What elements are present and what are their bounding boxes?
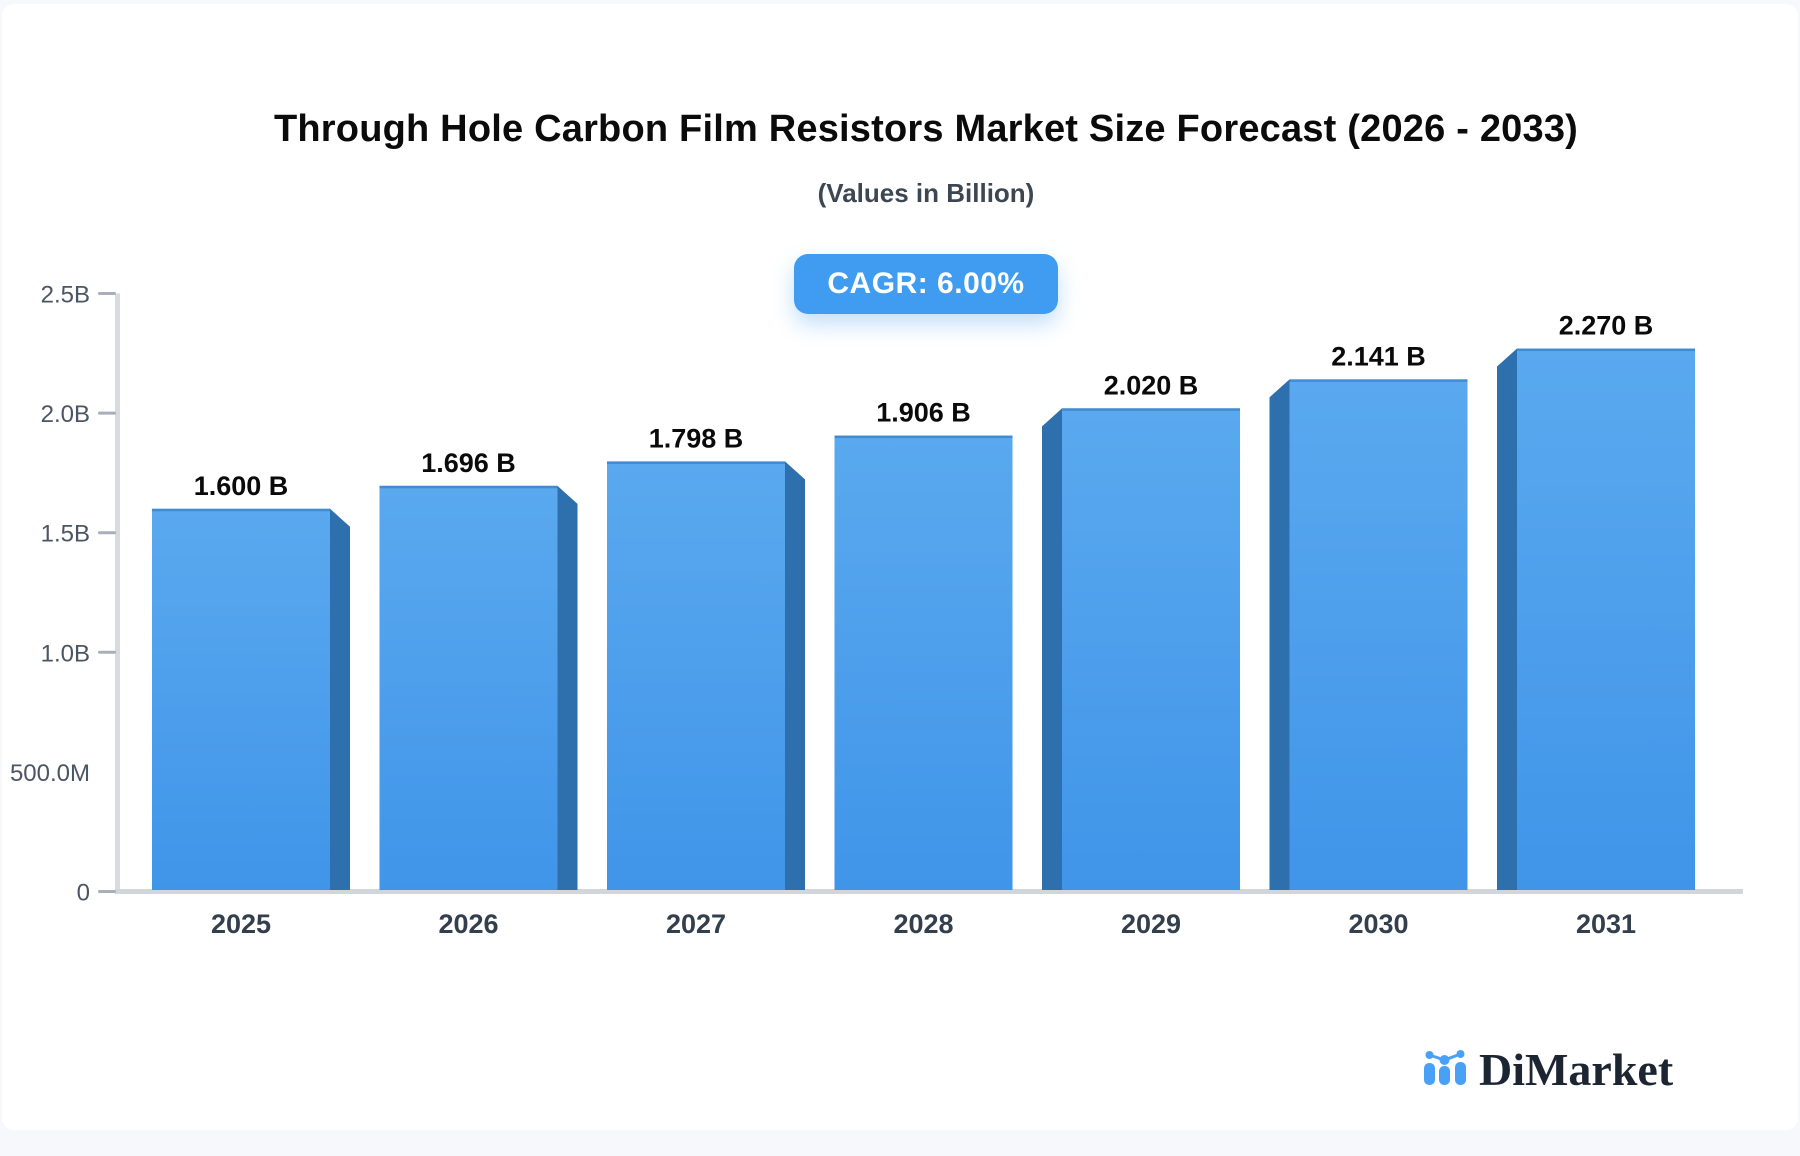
bar-face: [1517, 348, 1695, 890]
bar: 1.798 B 2027: [607, 423, 805, 939]
bar: 1.600 B 2025: [152, 471, 350, 939]
y-tick-label: 2.0B: [41, 401, 90, 428]
bar: 1.906 B 2028: [834, 398, 1013, 939]
y-tick-label: 1.5B: [41, 521, 90, 548]
bar-top-edge: [834, 435, 1013, 439]
y-tick-dash: [98, 890, 116, 893]
bar-value-label: 2.141 B: [1331, 341, 1426, 371]
bar-value-label: 2.020 B: [1104, 370, 1199, 400]
chart-subtitle: (Values in Billion): [817, 178, 1035, 208]
logo-text: DiMarket: [1479, 1044, 1674, 1095]
bar-value-label: 2.270 B: [1559, 311, 1654, 341]
bar: 1.696 B 2026: [379, 448, 578, 939]
x-category-label: 2026: [438, 909, 498, 939]
bar-face: [1289, 379, 1468, 890]
bar-side-face: [1042, 408, 1062, 890]
bar-side-face: [1269, 379, 1290, 890]
x-category-label: 2025: [211, 909, 271, 939]
bar-face: [834, 435, 1013, 890]
bar-face: [379, 485, 558, 890]
y-tick-dash: [98, 650, 116, 654]
y-tick-label: 2.5B: [41, 282, 90, 309]
bar-chart-canvas: 2.5B 2.0B 1.5B 1.0B 500.0M 0 1.600 B 2025 1.696 …: [10, 282, 1743, 939]
bar-side-face: [785, 461, 805, 890]
y-tick-dash: [98, 292, 116, 295]
bar-value-label: 1.906 B: [876, 398, 971, 428]
bar: 2.270 B 2031: [1497, 311, 1695, 939]
bar-value-label: 1.696 B: [421, 448, 516, 478]
bar-top-edge: [607, 461, 785, 464]
bar-top-edge: [152, 508, 330, 512]
chart-header: Through Hole Carbon Film Resistors Marke…: [28, 106, 1800, 314]
chart-card: Through Hole Carbon Film Resistors Marke…: [2, 4, 1798, 1130]
x-category-label: 2029: [1121, 909, 1181, 939]
bar-side-face: [1497, 348, 1517, 890]
bar-top-edge: [379, 485, 558, 489]
plot-area: 2.5B 2.0B 1.5B 1.0B 500.0M 0 1.600 B 2025 1.696 …: [2, 4, 1798, 1130]
bar: 2.020 B 2029: [1042, 370, 1240, 939]
bar-top-edge: [1517, 348, 1695, 352]
bar-value-label: 1.798 B: [649, 423, 744, 453]
y-axis-line: [115, 293, 120, 894]
bar-top-edge: [1062, 408, 1240, 411]
x-category-label: 2028: [893, 909, 953, 939]
bar-top-edge: [1289, 379, 1468, 382]
bar-side-face: [557, 485, 578, 890]
mini-bar-line-chart-icon: [1424, 1050, 1466, 1085]
y-tick-dash: [98, 531, 116, 535]
bar-value-label: 1.600 B: [194, 471, 289, 501]
logo-icon-shapes: [1424, 1050, 1466, 1085]
bar: 2.141 B 2030: [1269, 341, 1468, 939]
x-category-label: 2027: [666, 909, 726, 939]
bar-side-face: [330, 508, 350, 890]
y-tick-label: 500.0M: [10, 760, 90, 787]
bar-face: [607, 461, 785, 890]
y-tick-label: 0: [77, 880, 90, 907]
y-tick-dash: [98, 411, 116, 415]
x-axis-line: [115, 889, 1743, 894]
dimarket-logo: DiMarket: [1423, 1044, 1673, 1096]
y-tick-label: 1.0B: [41, 640, 90, 667]
bar-face: [1062, 408, 1240, 890]
chart-title: Through Hole Carbon Film Resistors Marke…: [273, 108, 1579, 150]
x-category-label: 2030: [1348, 909, 1408, 939]
bar-face: [152, 508, 330, 890]
x-category-label: 2031: [1576, 909, 1636, 939]
cagr-badge: CAGR: 6.00%: [794, 254, 1058, 314]
